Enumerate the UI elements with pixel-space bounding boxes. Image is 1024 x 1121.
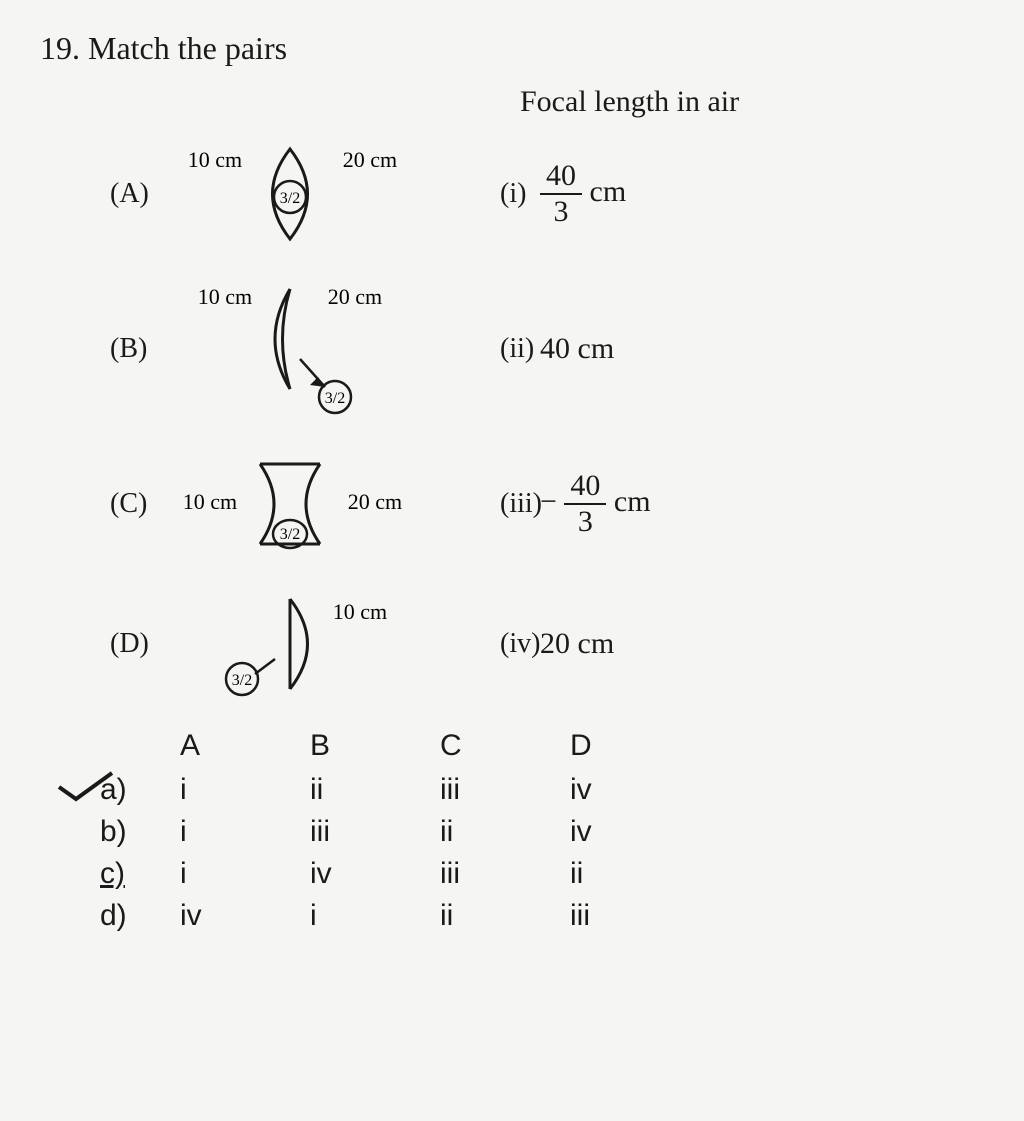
label-B: (B) bbox=[40, 333, 110, 365]
lens-B-diagram: 3/2 10 cm 20 cm bbox=[110, 279, 470, 419]
ans-a-D: iv bbox=[570, 773, 700, 807]
focal-label-ii: (ii) bbox=[470, 333, 530, 365]
focal-label-iv: (iv) bbox=[470, 628, 530, 660]
row-D: (D) 3/2 10 cm (iv) 20 cm bbox=[40, 589, 984, 699]
index-A: 3/2 bbox=[280, 190, 300, 207]
frac-den-iii: 3 bbox=[564, 505, 606, 537]
label-A: (A) bbox=[40, 178, 110, 210]
ans-a-C: iii bbox=[440, 773, 570, 807]
index-B: 3/2 bbox=[325, 390, 345, 407]
index-C: 3/2 bbox=[280, 526, 300, 543]
right-radius-B: 20 cm bbox=[328, 284, 382, 309]
sign: − bbox=[540, 485, 557, 518]
question-title: 19. Match the pairs bbox=[40, 30, 984, 67]
hdr-B: B bbox=[310, 729, 440, 763]
answer-header: A B C D bbox=[100, 729, 984, 763]
row-B: (B) 3/2 10 cm 20 cm (ii) 40 cm bbox=[40, 279, 984, 419]
ans-b-A: i bbox=[180, 815, 310, 849]
hdr-A: A bbox=[180, 729, 310, 763]
frac-den: 3 bbox=[540, 195, 582, 227]
ans-b-B: iii bbox=[310, 815, 440, 849]
checkmark-icon bbox=[54, 769, 124, 805]
label-D: (D) bbox=[40, 628, 110, 660]
ans-letter-b: b) bbox=[100, 815, 180, 849]
answer-row-d: d) iv i ii iii bbox=[100, 899, 984, 933]
ans-letter-a: a) bbox=[100, 773, 180, 807]
unit-iii: cm bbox=[614, 485, 651, 518]
frac-num-iii: 40 bbox=[564, 471, 606, 505]
focal-value-i: 40 3 cm bbox=[530, 161, 984, 227]
focal-value-iv: 20 cm bbox=[530, 627, 984, 661]
focal-label-i: (i) bbox=[470, 178, 530, 210]
ans-d-C: ii bbox=[440, 899, 570, 933]
hdr-D: D bbox=[570, 729, 700, 763]
ans-d-B: i bbox=[310, 899, 440, 933]
left-radius-C: 10 cm bbox=[183, 489, 237, 514]
answer-row-c: c) i iv iii ii bbox=[100, 857, 984, 891]
ans-c-D: ii bbox=[570, 857, 700, 891]
left-radius-D: 10 cm bbox=[333, 599, 387, 624]
ans-c-A: i bbox=[180, 857, 310, 891]
label-C: (C) bbox=[40, 488, 110, 520]
ans-b-C: ii bbox=[440, 815, 570, 849]
frac-num: 40 bbox=[540, 161, 582, 195]
hdr-C: C bbox=[440, 729, 570, 763]
question-text: Match the pairs bbox=[88, 30, 287, 66]
focal-label-iii: (iii) bbox=[470, 488, 530, 520]
ans-b-D: iv bbox=[570, 815, 700, 849]
right-radius-C: 20 cm bbox=[348, 489, 402, 514]
ans-d-A: iv bbox=[180, 899, 310, 933]
left-radius-A: 10 cm bbox=[188, 147, 242, 172]
ans-c-B: iv bbox=[310, 857, 440, 891]
ans-a-B: ii bbox=[310, 773, 440, 807]
ans-c-C: iii bbox=[440, 857, 570, 891]
row-A: (A) 3/2 10 cm 20 cm (i) 40 3 cm bbox=[40, 139, 984, 249]
ans-d-D: iii bbox=[570, 899, 700, 933]
ans-a-A: i bbox=[180, 773, 310, 807]
ans-letter-d: d) bbox=[100, 899, 180, 933]
focal-value-ii: 40 cm bbox=[530, 332, 984, 366]
answers-block: A B C D a) i ii iii iv b) i iii ii iv c)… bbox=[40, 729, 984, 933]
left-radius-B: 10 cm bbox=[198, 284, 252, 309]
answer-row-b: b) i iii ii iv bbox=[100, 815, 984, 849]
right-radius-A: 20 cm bbox=[343, 147, 397, 172]
lens-A-diagram: 3/2 10 cm 20 cm bbox=[110, 139, 470, 249]
index-D: 3/2 bbox=[232, 672, 252, 689]
unit: cm bbox=[590, 175, 627, 208]
lens-D-diagram: 3/2 10 cm bbox=[110, 589, 470, 699]
answer-row-a: a) i ii iii iv bbox=[100, 773, 984, 807]
lens-C-diagram: 3/2 10 cm 20 cm bbox=[110, 449, 470, 559]
row-C: (C) 3/2 10 cm 20 cm (iii) − 40 3 cm bbox=[40, 449, 984, 559]
question-number: 19. bbox=[40, 30, 80, 66]
ans-letter-c: c) bbox=[100, 857, 180, 891]
subtitle: Focal length in air bbox=[520, 85, 984, 119]
focal-value-iii: − 40 3 cm bbox=[530, 471, 984, 537]
